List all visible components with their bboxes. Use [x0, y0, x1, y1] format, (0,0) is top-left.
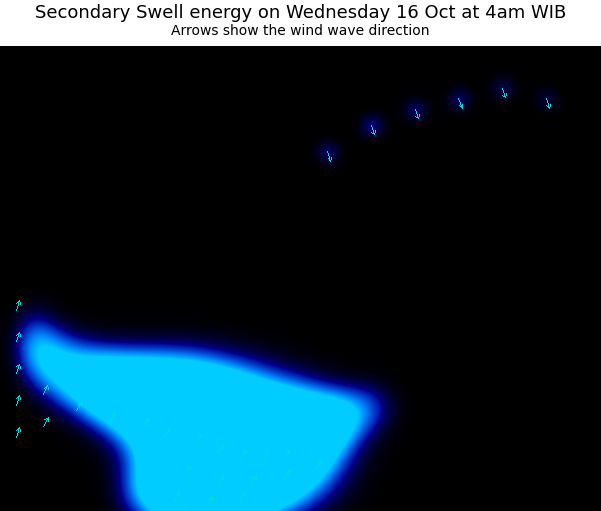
Text: Secondary Swell energy on Wednesday 16 Oct at 4am WIB: Secondary Swell energy on Wednesday 16 O…: [35, 4, 566, 22]
Text: Arrows show the wind wave direction: Arrows show the wind wave direction: [171, 25, 430, 38]
